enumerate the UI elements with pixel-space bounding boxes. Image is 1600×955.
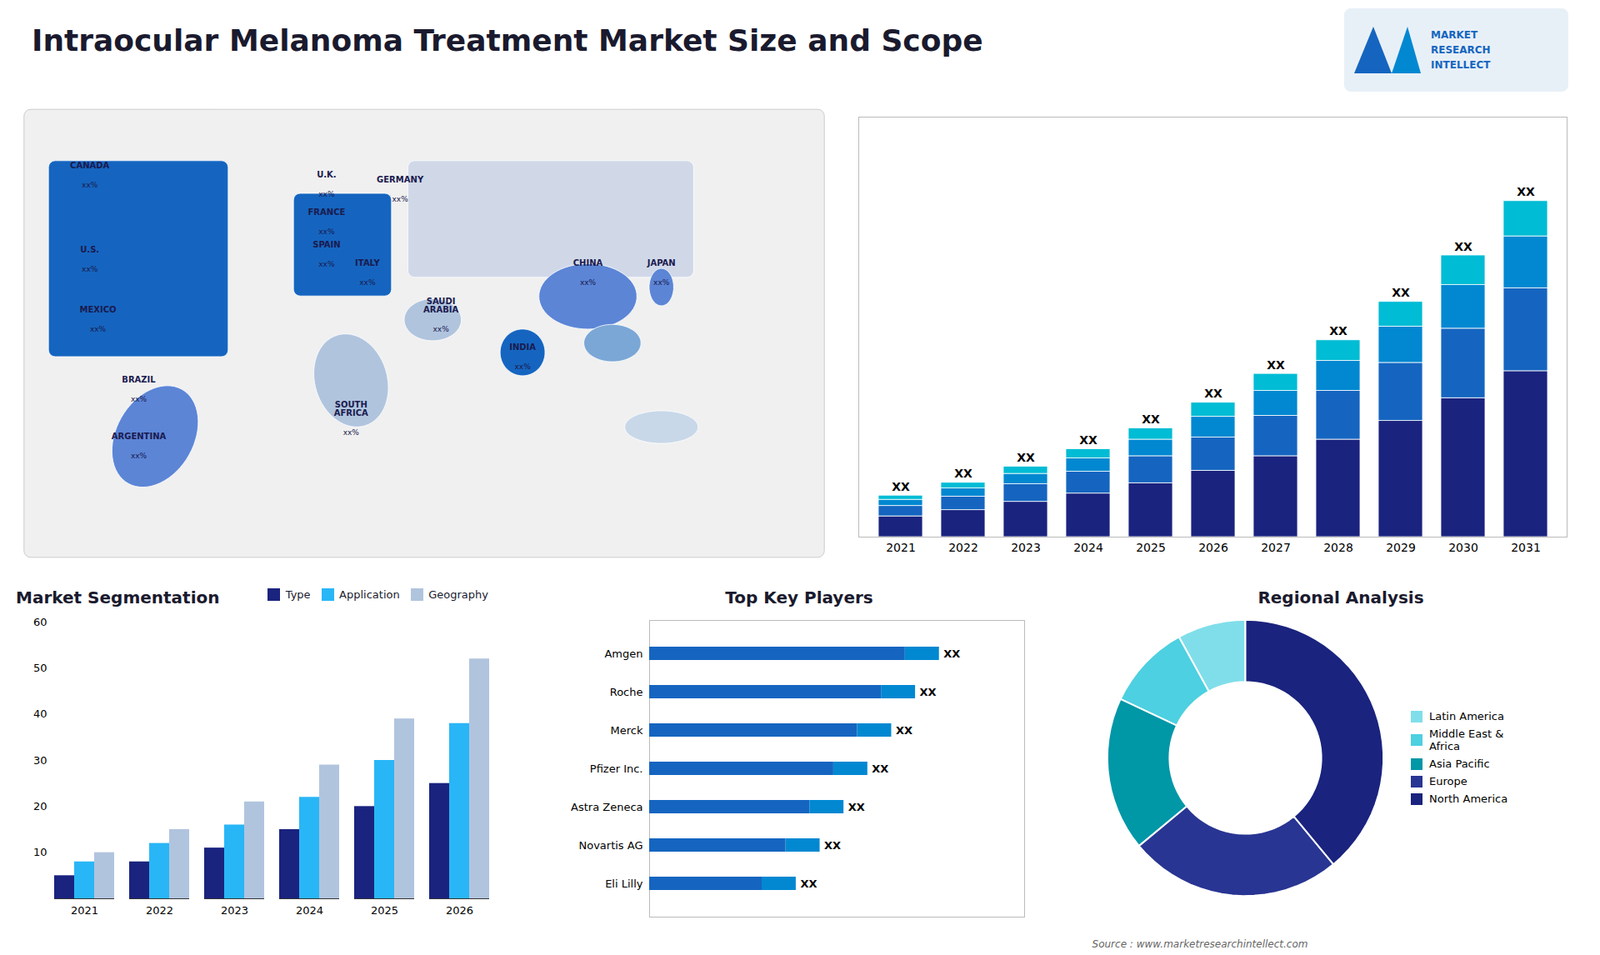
html-text:Market Segmentation: Market Segmentation xyxy=(15,587,220,608)
svg-text:XX: XX xyxy=(1391,285,1410,300)
svg-text:2022: 2022 xyxy=(948,540,979,555)
svg-text:xx%: xx% xyxy=(318,227,335,236)
html-text:Latin America: Latin America xyxy=(1429,710,1505,723)
svg-text:XX: XX xyxy=(824,839,841,852)
svg-text:SPAIN: SPAIN xyxy=(312,240,340,250)
svg-text:xx%: xx% xyxy=(130,395,148,404)
svg-text:2022: 2022 xyxy=(145,904,174,917)
svg-text:2021: 2021 xyxy=(70,904,99,917)
svg-text:Merck: Merck xyxy=(610,724,644,737)
svg-text:xx%: xx% xyxy=(318,190,335,199)
svg-text:ITALY: ITALY xyxy=(355,258,380,268)
svg-text:FRANCE: FRANCE xyxy=(307,207,345,217)
svg-text:xx%: xx% xyxy=(81,265,99,274)
svg-text:xx%: xx% xyxy=(318,260,335,269)
svg-text:MEXICO: MEXICO xyxy=(79,305,116,315)
svg-text:XX: XX xyxy=(1141,412,1160,426)
html-text:Top Key Players: Top Key Players xyxy=(725,587,874,608)
svg-text:2025: 2025 xyxy=(1135,540,1166,555)
svg-text:2024: 2024 xyxy=(295,904,324,917)
html-text:Middle East & Africa: Middle East & Africa xyxy=(1429,727,1504,753)
svg-text:2026: 2026 xyxy=(445,904,474,917)
svg-text:U.S.: U.S. xyxy=(80,245,100,255)
svg-text:2031: 2031 xyxy=(1510,540,1541,555)
svg-text:XX: XX xyxy=(1204,386,1223,400)
svg-text:xx%: xx% xyxy=(653,278,670,287)
svg-text:2029: 2029 xyxy=(1385,540,1416,555)
svg-text:xx%: xx% xyxy=(359,278,376,287)
svg-text:60: 60 xyxy=(33,615,48,629)
svg-text:XX: XX xyxy=(920,685,937,699)
svg-text:XX: XX xyxy=(871,762,889,775)
svg-text:2030: 2030 xyxy=(1448,540,1479,555)
svg-text:XX: XX xyxy=(954,466,973,480)
svg-text:XX: XX xyxy=(1454,240,1473,254)
html-text:MARKET RESEARCH INTELLECT: MARKET RESEARCH INTELLECT xyxy=(1430,29,1491,71)
svg-text:2028: 2028 xyxy=(1323,540,1354,555)
svg-text:CHINA: CHINA xyxy=(573,258,604,268)
svg-text:xx%: xx% xyxy=(130,451,148,460)
svg-text:30: 30 xyxy=(33,754,48,767)
svg-text:XX: XX xyxy=(800,877,817,890)
svg-text:2021: 2021 xyxy=(885,540,916,555)
html-text:Europe: Europe xyxy=(1429,775,1468,788)
svg-text:GERMANY: GERMANY xyxy=(376,175,425,185)
svg-text:xx%: xx% xyxy=(432,325,450,334)
html-text:Geography: Geography xyxy=(428,588,489,602)
svg-text:xx%: xx% xyxy=(580,278,597,287)
svg-text:2025: 2025 xyxy=(370,904,399,917)
svg-text:Roche: Roche xyxy=(610,685,644,699)
svg-text:2026: 2026 xyxy=(1198,540,1229,555)
svg-text:XX: XX xyxy=(895,724,913,737)
html-text:Type: Type xyxy=(285,588,311,602)
svg-text:xx%: xx% xyxy=(514,362,531,371)
svg-text:BRAZIL: BRAZIL xyxy=(121,375,156,385)
svg-text:2024: 2024 xyxy=(1073,540,1104,555)
svg-text:xx%: xx% xyxy=(343,428,360,437)
svg-text:xx%: xx% xyxy=(391,195,409,204)
svg-text:Astra Zeneca: Astra Zeneca xyxy=(570,800,643,814)
svg-text:U.K.: U.K. xyxy=(316,170,336,180)
svg-text:JAPAN: JAPAN xyxy=(646,258,676,268)
svg-text:40: 40 xyxy=(33,707,48,720)
svg-text:Eli Lilly: Eli Lilly xyxy=(605,877,644,890)
html-text:Source : www.marketresearchint: Source : www.marketresearchintellect.com xyxy=(1092,938,1308,950)
svg-text:xx%: xx% xyxy=(81,180,99,190)
svg-text:XX: XX xyxy=(1079,433,1098,447)
svg-text:10: 10 xyxy=(33,845,48,859)
svg-text:XX: XX xyxy=(848,800,865,814)
svg-text:50: 50 xyxy=(33,661,48,675)
svg-text:20: 20 xyxy=(33,800,48,813)
svg-text:CANADA: CANADA xyxy=(70,160,110,170)
svg-text:XX: XX xyxy=(943,647,960,660)
svg-text:XX: XX xyxy=(891,480,910,494)
svg-text:2027: 2027 xyxy=(1260,540,1291,555)
svg-text:SAUDIARABIA: SAUDIARABIA xyxy=(423,296,460,315)
svg-text:XX: XX xyxy=(1329,324,1348,338)
svg-text:2023: 2023 xyxy=(1010,540,1041,555)
svg-text:XX: XX xyxy=(1016,450,1035,465)
svg-text:ARGENTINA: ARGENTINA xyxy=(111,431,167,441)
html-text:Regional Analysis: Regional Analysis xyxy=(1257,587,1424,608)
svg-text:SOUTHAFRICA: SOUTHAFRICA xyxy=(334,400,369,418)
svg-text:XX: XX xyxy=(1516,185,1535,199)
svg-text:INDIA: INDIA xyxy=(509,342,536,352)
svg-text:Amgen: Amgen xyxy=(604,647,643,660)
html-text:Application: Application xyxy=(339,588,400,602)
svg-text:Pfizer Inc.: Pfizer Inc. xyxy=(590,762,644,775)
html-text:North America: North America xyxy=(1429,792,1508,805)
html-text:Asia Pacific: Asia Pacific xyxy=(1429,757,1490,770)
svg-text:XX: XX xyxy=(1266,358,1285,372)
svg-text:2023: 2023 xyxy=(220,904,249,917)
svg-text:xx%: xx% xyxy=(90,325,107,334)
html-text:Intraocular Melanoma Treatment: Intraocular Melanoma Treatment Market Si… xyxy=(31,23,983,58)
svg-text:Novartis AG: Novartis AG xyxy=(578,839,643,852)
